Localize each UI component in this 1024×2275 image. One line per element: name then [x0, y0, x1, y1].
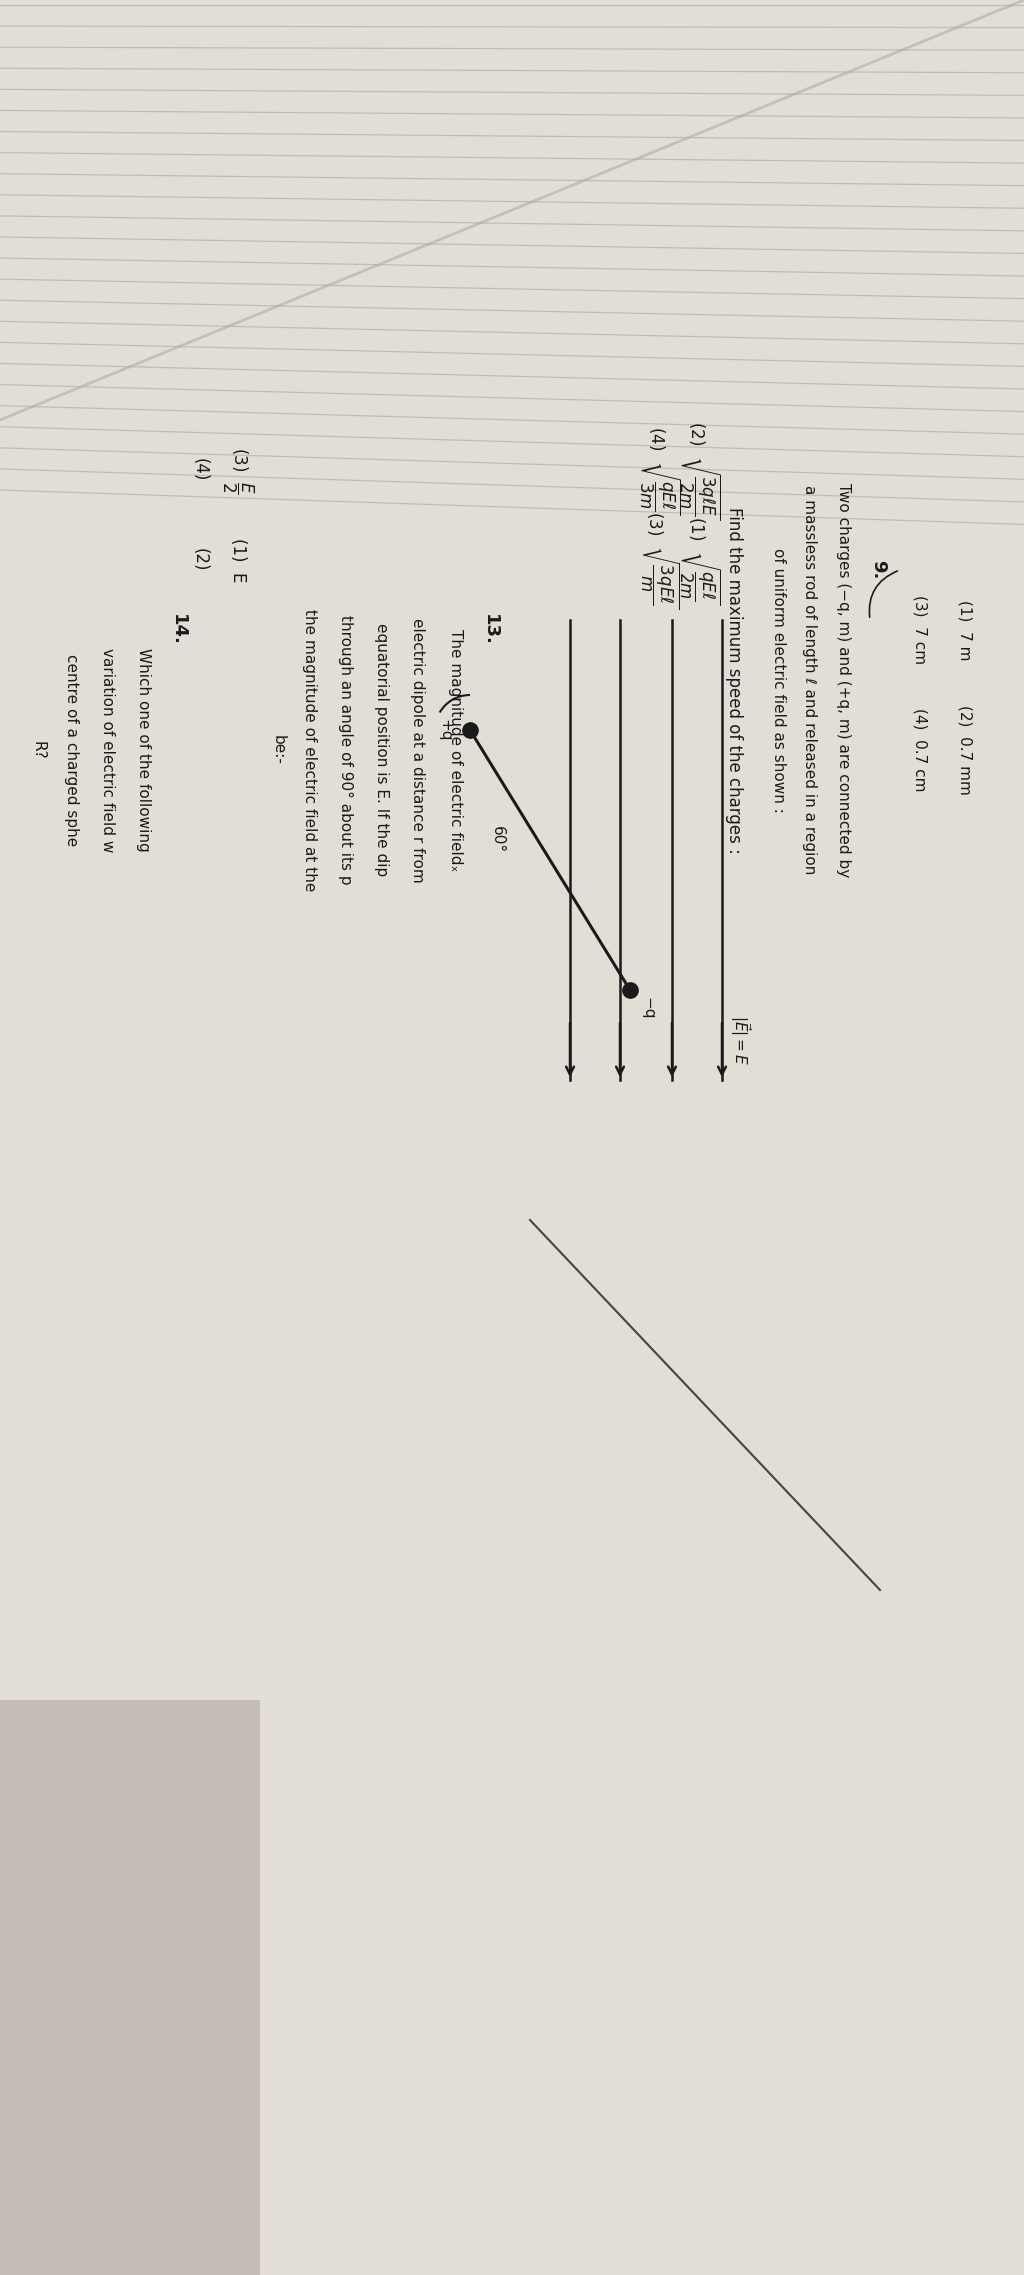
Text: centre of a charged sphe: centre of a charged sphe: [63, 653, 79, 846]
Text: −q: −q: [640, 996, 655, 1019]
Text: (1)  7 m: (1) 7 m: [957, 601, 973, 660]
Text: Two charges (−q, m) and (+q, m) are connected by: Two charges (−q, m) and (+q, m) are conn…: [836, 482, 851, 878]
Text: variation of electric field w: variation of electric field w: [99, 648, 115, 853]
Text: Which one of the following: Which one of the following: [135, 648, 151, 851]
Text: 60°: 60°: [489, 826, 505, 853]
Text: (4)  0.7 cm: (4) 0.7 cm: [912, 708, 928, 792]
Text: the magnitude of electric field at the: the magnitude of electric field at the: [302, 610, 317, 892]
Text: electric dipole at a distance r from: electric dipole at a distance r from: [411, 617, 426, 883]
Text: +q: +q: [437, 719, 453, 742]
Text: (2)  0.7 mm: (2) 0.7 mm: [957, 705, 973, 794]
Text: The magnitude of electric fieldₓ: The magnitude of electric fieldₓ: [447, 628, 463, 871]
Text: 9.: 9.: [869, 560, 887, 580]
Text: (2)  $\sqrt{\dfrac{3q\ell E}{2m}}$: (2) $\sqrt{\dfrac{3q\ell E}{2m}}$: [677, 421, 723, 519]
Text: (1)  E: (1) E: [229, 537, 247, 582]
Text: through an angle of 90° about its p: through an angle of 90° about its p: [339, 614, 353, 885]
Text: be:-: be:-: [270, 735, 286, 764]
Text: (3)  7 cm: (3) 7 cm: [912, 596, 928, 664]
Text: equatorial position is E. If the dip: equatorial position is E. If the dip: [375, 623, 389, 876]
Text: $|\vec{E}|= E$: $|\vec{E}|= E$: [727, 1015, 753, 1065]
Text: 13.: 13.: [481, 614, 499, 646]
Text: (1)  $\sqrt{\dfrac{qE\ell}{2m}}$: (1) $\sqrt{\dfrac{qE\ell}{2m}}$: [677, 516, 723, 605]
Text: of uniform electric field as shown :: of uniform electric field as shown :: [770, 548, 785, 812]
Text: (4): (4): [191, 457, 209, 482]
Text: Find the maximum speed of the charges :: Find the maximum speed of the charges :: [725, 507, 743, 853]
Text: a massless rod of length ℓ and released in a region: a massless rod of length ℓ and released …: [803, 485, 817, 874]
Bar: [0, 1699, 260, 2275]
Text: 14.: 14.: [169, 614, 187, 646]
Text: (3)  $\sqrt{\dfrac{3qE\ell}{m}}$: (3) $\sqrt{\dfrac{3qE\ell}{m}}$: [638, 512, 682, 610]
Text: (3)  $\dfrac{E}{2}$: (3) $\dfrac{E}{2}$: [220, 446, 256, 494]
Text: (4)  $\sqrt{\dfrac{qE\ell}{3m}}$: (4) $\sqrt{\dfrac{qE\ell}{3m}}$: [637, 425, 683, 514]
Text: R?: R?: [31, 742, 45, 760]
Text: (2): (2): [191, 548, 209, 571]
